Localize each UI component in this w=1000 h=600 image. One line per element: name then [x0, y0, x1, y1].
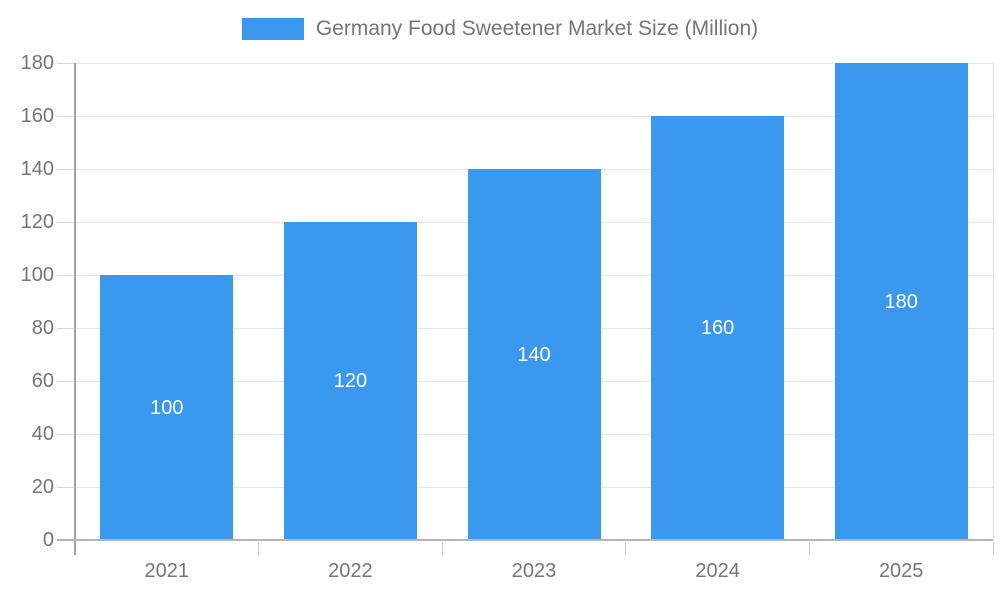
bar-value-label-2025: 180	[884, 290, 918, 313]
x-tick-label-2025: 2025	[878, 560, 924, 582]
x-tick-label-2021: 2021	[144, 560, 190, 582]
legend-swatch	[241, 18, 304, 40]
gridline-160	[75, 115, 993, 117]
y-tick-label-0: 0	[42, 529, 54, 551]
y-tick-label-140: 140	[20, 158, 54, 180]
bar-2021[interactable]: 100	[100, 275, 234, 540]
legend-label: Germany Food Sweetener Market Size (Mill…	[315, 17, 759, 40]
x-axis-tick-4	[808, 542, 810, 555]
legend[interactable]: Germany Food Sweetener Market Size (Mill…	[0, 17, 1000, 41]
bar-2024[interactable]: 160	[651, 116, 785, 540]
bar-2023[interactable]: 140	[467, 169, 601, 540]
y-tick-label-180: 180	[20, 52, 54, 74]
y-axis-tick-80	[57, 327, 75, 329]
y-tick-label-100: 100	[20, 264, 54, 286]
y-axis-line	[74, 63, 76, 555]
bar-2022[interactable]: 120	[283, 222, 417, 540]
y-tick-label-160: 160	[20, 105, 54, 127]
x-axis-line	[57, 539, 993, 541]
x-axis-tick-3	[625, 542, 627, 555]
plot-right-border	[993, 63, 994, 540]
x-axis-tick-2	[441, 542, 443, 555]
y-axis-tick-100	[57, 274, 75, 276]
bar-value-label-2023: 140	[517, 343, 551, 366]
y-axis-tick-180	[57, 62, 75, 64]
x-tick-label-2024: 2024	[695, 560, 740, 582]
y-tick-label-80: 80	[31, 317, 54, 339]
bar-value-label-2021: 100	[150, 396, 184, 419]
y-axis-tick-160	[57, 115, 75, 117]
bar-2025[interactable]: 180	[834, 63, 968, 540]
x-axis-tick-1	[258, 542, 260, 555]
plot-area: 0 20 40 60 80 100 120 140 160 180 100 2021 120 2022 14…	[21, 52, 994, 582]
y-tick-label-40: 40	[31, 423, 54, 445]
y-tick-label-20: 20	[31, 476, 54, 498]
bar-value-label-2022: 120	[333, 370, 368, 392]
y-axis-tick-140	[57, 168, 75, 170]
y-axis-tick-120	[57, 221, 75, 223]
y-axis-tick-60	[57, 380, 75, 382]
y-tick-label-120: 120	[20, 211, 54, 233]
x-tick-label-2023: 2023	[511, 560, 557, 582]
y-axis-tick-20	[57, 486, 75, 488]
y-tick-label-60: 60	[31, 370, 54, 392]
x-axis-tick-5	[992, 542, 994, 555]
gridline-180	[75, 62, 993, 64]
y-axis-tick-40	[57, 433, 75, 435]
x-tick-label-2022: 2022	[328, 560, 373, 582]
bar-value-label-2024: 160	[700, 317, 735, 339]
